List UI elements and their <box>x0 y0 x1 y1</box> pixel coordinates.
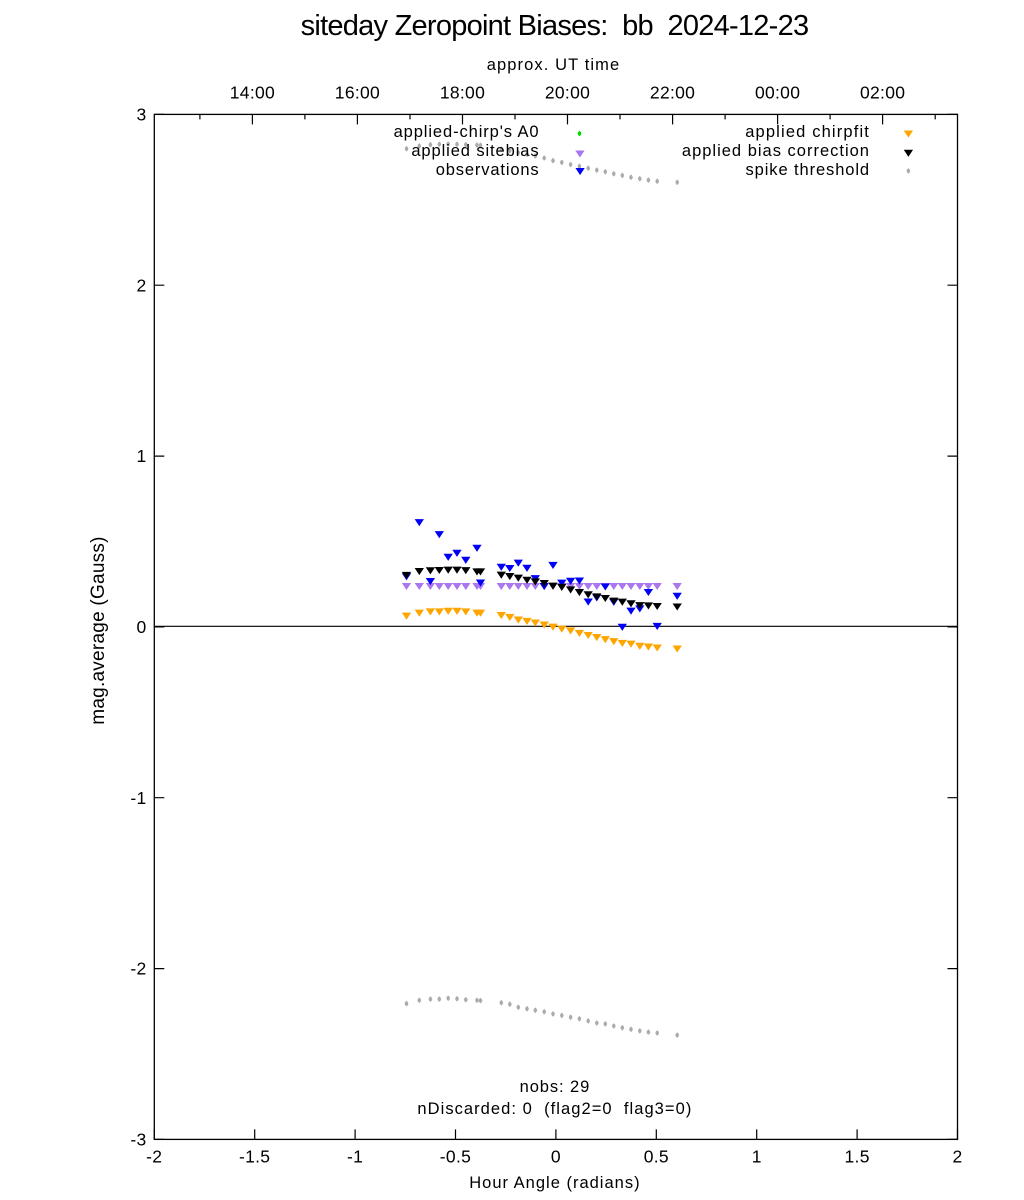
svg-text:applied chirpfit: applied chirpfit <box>745 123 870 141</box>
svg-text:1: 1 <box>752 1147 762 1167</box>
svg-text:22:00: 22:00 <box>650 83 695 103</box>
svg-text:applied sitebias: applied sitebias <box>411 142 539 160</box>
svg-text:2: 2 <box>136 275 146 295</box>
svg-text:approx. UT time: approx. UT time <box>487 56 621 74</box>
svg-text:0.5: 0.5 <box>644 1147 669 1167</box>
svg-text:nDiscarded: 0 (flag2=0 flag3: nDiscarded: 0 (flag2=0 flag3=0) <box>417 1100 692 1118</box>
svg-text:20:00: 20:00 <box>545 83 590 103</box>
svg-text:-2: -2 <box>146 1147 162 1167</box>
svg-text:Hour Angle (radians): Hour Angle (radians) <box>469 1174 640 1192</box>
svg-text:applied bias correction: applied bias correction <box>682 142 870 160</box>
svg-text:mag.average (Gauss): mag.average (Gauss) <box>88 536 109 725</box>
svg-text:02:00: 02:00 <box>860 83 905 103</box>
svg-text:nobs: 29: nobs: 29 <box>520 1078 591 1096</box>
svg-text:1: 1 <box>136 446 146 466</box>
svg-text:-3: -3 <box>130 1129 146 1149</box>
svg-text:14:00: 14:00 <box>230 83 275 103</box>
svg-text:18:00: 18:00 <box>440 83 485 103</box>
svg-text:-2: -2 <box>130 959 146 979</box>
svg-text:siteday Zeropoint Biases: bb: siteday Zeropoint Biases: bb 2024-12-23 <box>301 10 809 42</box>
svg-text:1.5: 1.5 <box>845 1147 870 1167</box>
svg-text:16:00: 16:00 <box>335 83 380 103</box>
svg-text:-0.5: -0.5 <box>440 1147 471 1167</box>
svg-text:3: 3 <box>136 105 146 125</box>
svg-text:spike threshold: spike threshold <box>746 161 870 179</box>
svg-text:2: 2 <box>953 1147 963 1167</box>
svg-text:0: 0 <box>551 1147 561 1167</box>
svg-text:applied-chirp's A0: applied-chirp's A0 <box>394 123 540 141</box>
svg-text:00:00: 00:00 <box>755 83 800 103</box>
svg-text:-1: -1 <box>347 1147 363 1167</box>
svg-text:observations: observations <box>436 161 540 179</box>
svg-text:0: 0 <box>136 617 146 637</box>
svg-text:-1.5: -1.5 <box>239 1147 270 1167</box>
svg-text:-1: -1 <box>130 788 146 808</box>
